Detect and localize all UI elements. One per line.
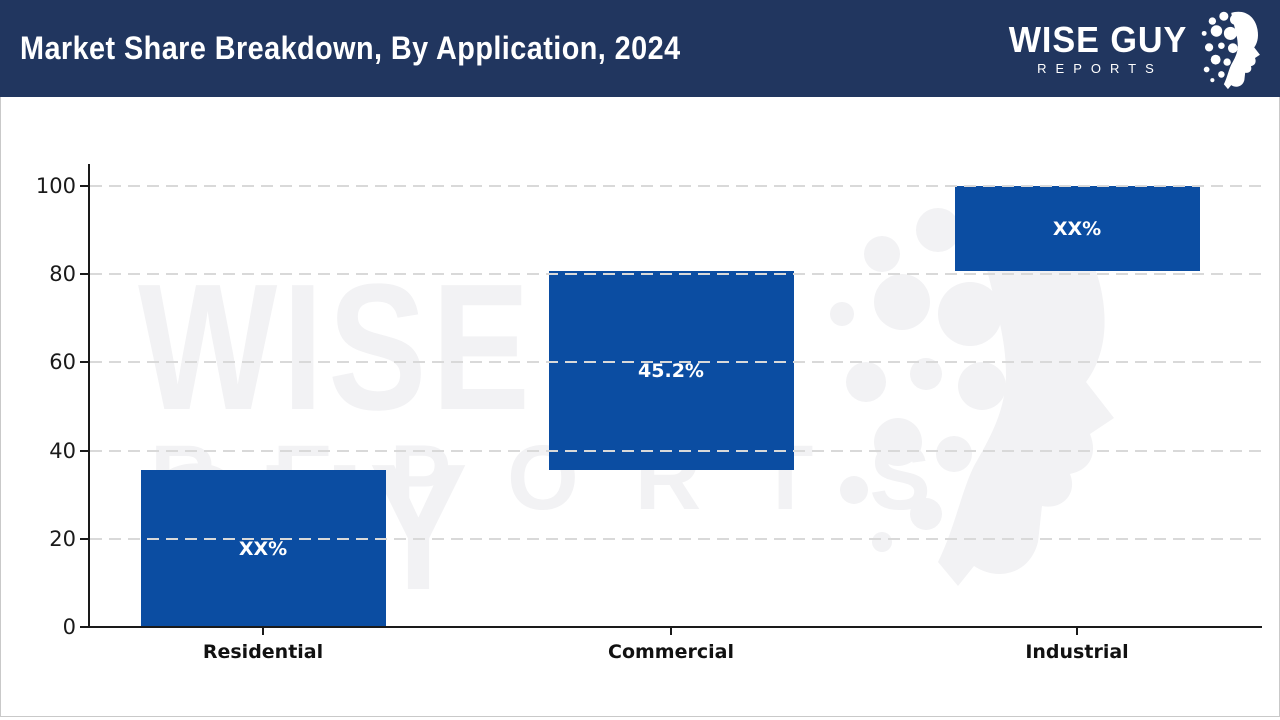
y-tick-label-60: 60 — [49, 350, 76, 374]
x-tick-mark-2 — [1076, 627, 1078, 635]
x-tick-label-0: Residential — [202, 641, 324, 663]
y-tick-label-20: 20 — [49, 527, 76, 551]
y-axis-line — [88, 164, 90, 628]
x-tick-label-2: Industrial — [1025, 641, 1129, 663]
brand-subtitle: REPORTS — [1037, 61, 1163, 76]
gridline-80 — [90, 273, 1262, 275]
bar-commercial: 45.2% — [548, 271, 794, 470]
x-tick-mark-0 — [262, 627, 264, 635]
gridline-40 — [90, 450, 1262, 452]
header: Market Share Breakdown, By Application, … — [0, 0, 1280, 97]
bar-value-label: XX% — [238, 537, 288, 560]
y-tick-label-80: 80 — [49, 262, 76, 286]
y-tick-mark-20 — [80, 538, 89, 540]
brand-logo: WISE GUY REPORTS — [1004, 8, 1266, 90]
bar-residential: XX% — [140, 470, 386, 627]
bar-value-label: XX% — [1052, 217, 1102, 240]
x-axis-line — [88, 626, 1262, 628]
y-tick-mark-60 — [80, 361, 89, 363]
x-tick-mark-1 — [670, 627, 672, 635]
brand-name: WISE GUY — [1008, 19, 1188, 60]
gridline-100 — [90, 185, 1262, 187]
bar-industrial: XX% — [954, 186, 1200, 271]
x-tick-label-1: Commercial — [608, 641, 734, 663]
gridline-60 — [90, 361, 1262, 363]
y-tick-label-100: 100 — [35, 174, 76, 198]
y-tick-label-0: 0 — [62, 615, 76, 639]
y-tick-mark-0 — [80, 626, 89, 628]
y-tick-mark-40 — [80, 450, 89, 452]
gridline-20 — [90, 538, 1262, 540]
brand-text: WISE GUY REPORTS — [1004, 19, 1192, 76]
brand-face-icon — [1201, 11, 1260, 89]
page-title: Market Share Breakdown, By Application, … — [20, 30, 681, 66]
bar-value-label: 45.2% — [638, 359, 704, 382]
y-tick-mark-100 — [80, 185, 89, 187]
y-tick-mark-80 — [80, 273, 89, 275]
y-tick-label-40: 40 — [49, 439, 76, 463]
